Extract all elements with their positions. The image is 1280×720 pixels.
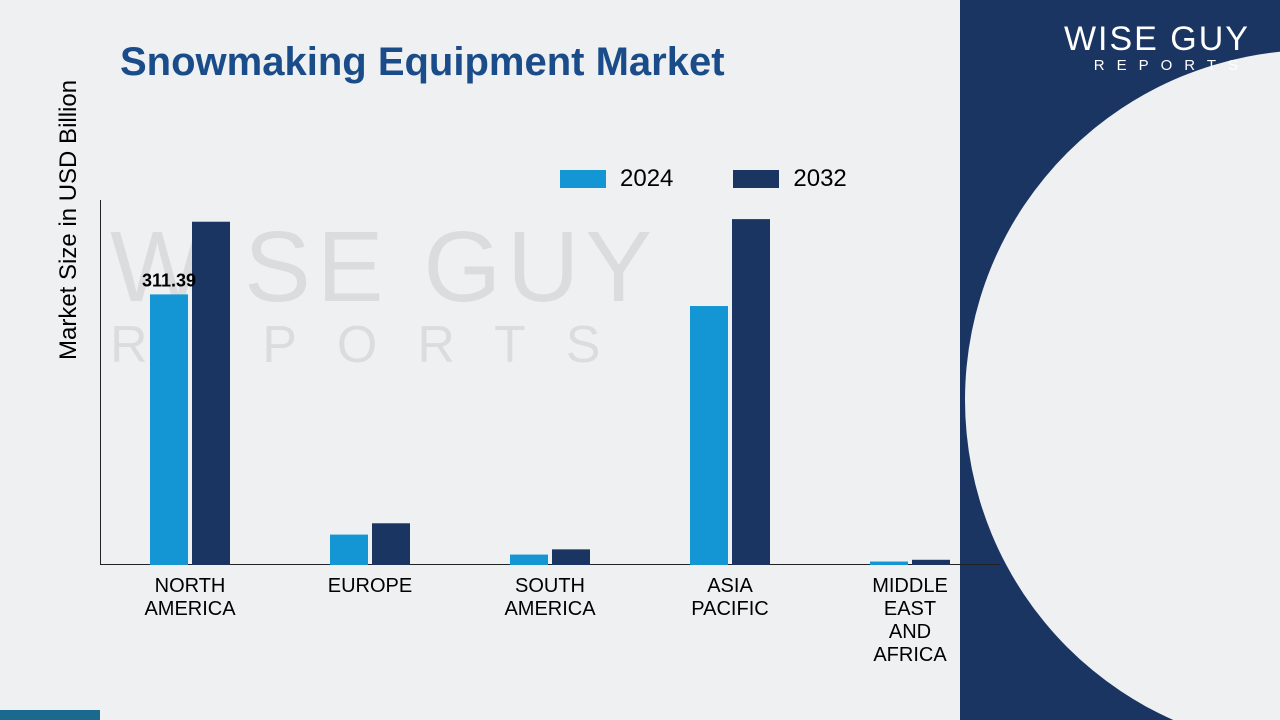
x-category-label: NORTH AMERICA [144,575,235,621]
bar [732,219,770,565]
bar [372,523,410,565]
bar-chart: 311.39 [100,200,1000,565]
brand-logo: WISE GUY REPORTS [1064,20,1250,74]
legend-label: 2032 [793,165,846,193]
legend: 2024 2032 [560,165,847,193]
x-category-label: EUROPE [328,575,412,598]
bar [150,294,188,565]
legend-item-2032: 2032 [733,165,846,193]
legend-item-2024: 2024 [560,165,673,193]
bar [192,222,230,565]
x-axis-categories: NORTH AMERICA EUROPE SOUTH AMERICA ASIA PAC… [100,575,1000,695]
bar [870,562,908,565]
legend-swatch [733,170,779,188]
x-category-label: ASIA PACIFIC [691,575,768,621]
x-category-label: SOUTH AMERICA [504,575,595,621]
bar [552,549,590,565]
bottom-accent-bar [0,710,100,720]
brand-line1: WISE GUY [1064,20,1250,59]
legend-label: 2024 [620,165,673,193]
bar-value-label: 311.39 [142,270,196,290]
bar [912,560,950,565]
bar [510,555,548,565]
legend-swatch [560,170,606,188]
brand-line2: REPORTS [1064,57,1250,74]
y-axis-label: Market Size in USD Billion [55,80,83,360]
x-category-label: MIDDLE EAST AND AFRICA [872,575,948,667]
bar [330,535,368,565]
page-title: Snowmaking Equipment Market [120,40,725,85]
bar [690,306,728,565]
